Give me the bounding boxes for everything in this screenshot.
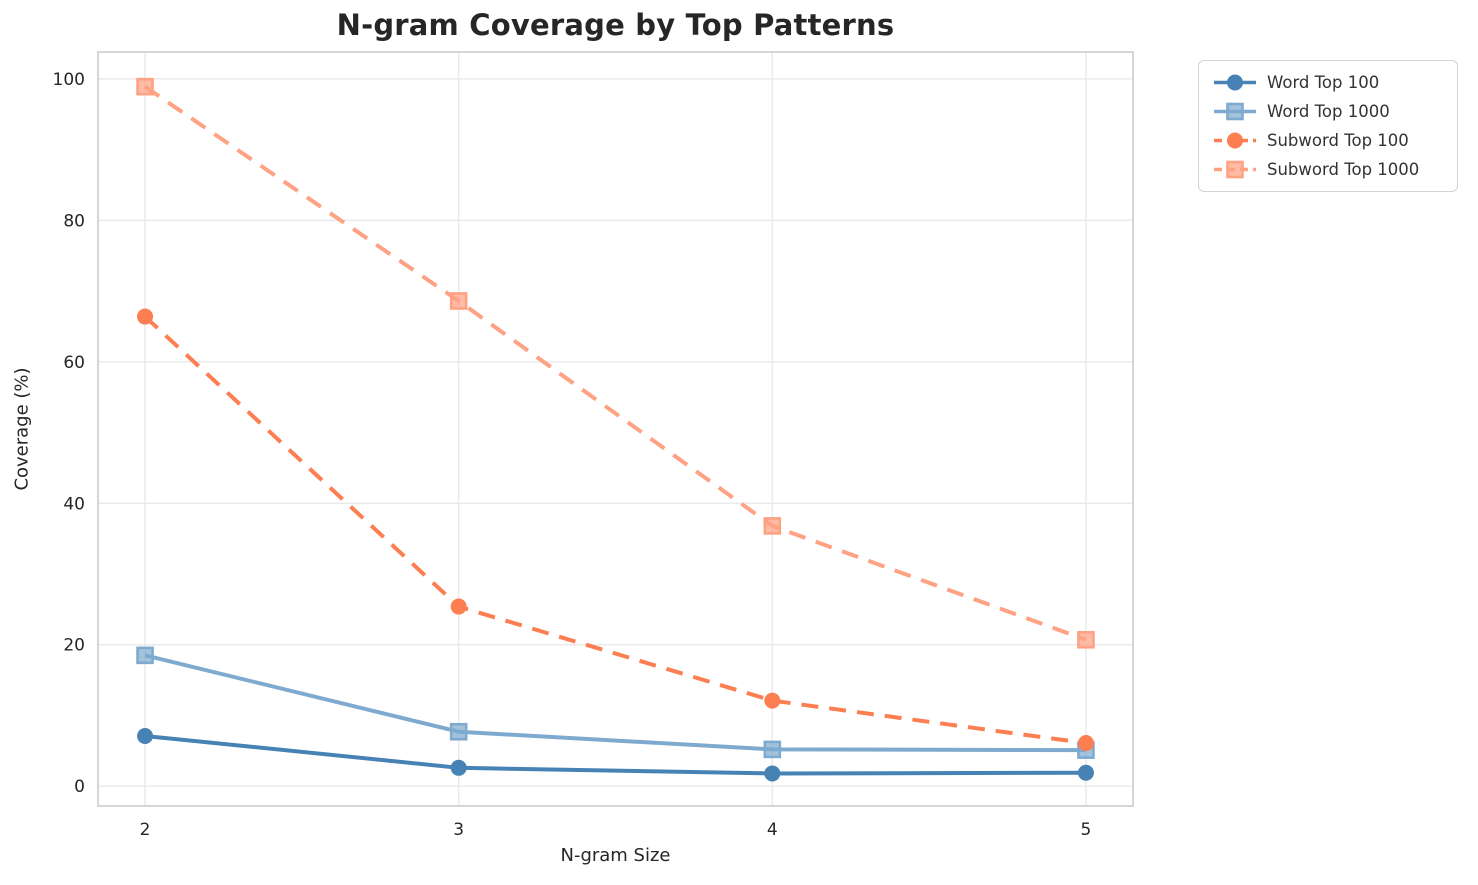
data-point-marker — [449, 292, 468, 310]
legend-marker-icon — [1214, 132, 1256, 149]
data-point-marker — [136, 77, 154, 96]
data-point-marker — [450, 598, 467, 615]
y-tick-label: 20 — [63, 636, 85, 656]
x-tick-label: 2 — [140, 820, 151, 840]
legend-item: Subword Top 100 — [1213, 130, 1443, 151]
x-tick-label: 4 — [767, 820, 778, 840]
data-point-marker — [763, 740, 782, 759]
data-point-marker — [137, 727, 154, 744]
data-point-marker — [1077, 630, 1095, 649]
y-tick-label: 0 — [74, 777, 85, 797]
series-line — [143, 315, 1087, 746]
y-axis-label: Coverage (%) — [11, 367, 33, 491]
legend-item: Word Top 100 — [1213, 72, 1443, 93]
data-point-marker — [1077, 735, 1094, 752]
y-tick-label: 80 — [63, 211, 85, 231]
legend-item: Subword Top 1000 — [1213, 159, 1443, 180]
legend-item: Word Top 1000 — [1213, 101, 1443, 122]
y-tick-label: 60 — [63, 353, 85, 373]
legend-label: Subword Top 1000 — [1267, 160, 1420, 179]
data-point-marker — [764, 692, 781, 709]
data-point-marker — [450, 759, 467, 776]
x-tick-label: 3 — [453, 820, 464, 840]
x-axis-label: N-gram Size — [560, 845, 671, 866]
data-point-marker — [763, 517, 782, 535]
data-point-marker — [449, 722, 468, 741]
series-line — [144, 653, 1086, 753]
legend-marker-icon — [1214, 160, 1256, 179]
legend-label: Subword Top 100 — [1267, 131, 1409, 150]
y-tick-label: 100 — [53, 70, 85, 90]
chart-title: N-gram Coverage by Top Patterns — [336, 8, 895, 42]
legend-marker-icon — [1214, 74, 1256, 91]
data-point-marker — [1077, 764, 1094, 781]
plot-border — [97, 51, 1134, 807]
series-line — [144, 733, 1086, 776]
data-point-marker — [137, 308, 154, 325]
data-point-marker — [764, 765, 781, 782]
x-tick-label: 5 — [1081, 820, 1092, 840]
data-point-marker — [136, 646, 154, 665]
legend-label: Word Top 1000 — [1267, 102, 1390, 121]
legend: Word Top 100 Word Top 1000 Subword Top 100… — [1198, 60, 1458, 192]
series-line — [143, 85, 1087, 642]
legend-marker-icon — [1214, 102, 1256, 121]
legend-label: Word Top 100 — [1267, 73, 1380, 92]
y-tick-label: 40 — [63, 494, 85, 514]
